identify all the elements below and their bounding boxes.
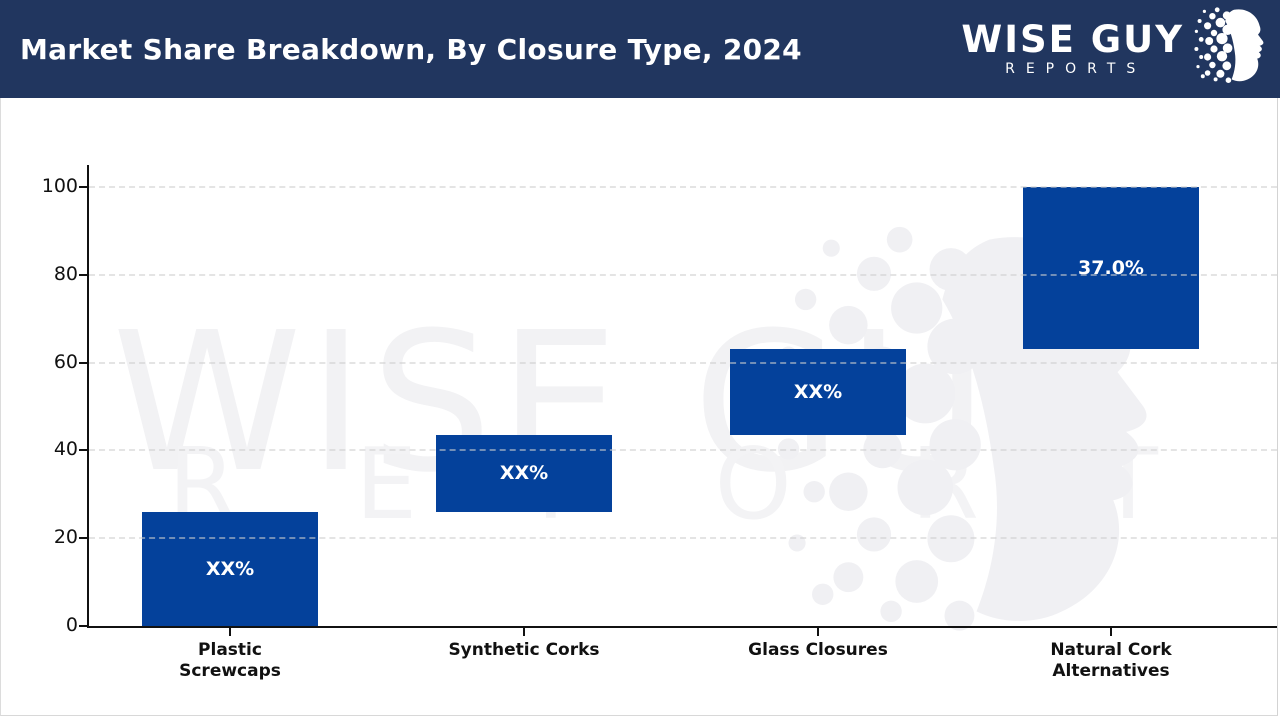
bar-value-label: XX%: [793, 381, 843, 404]
x-tick-mark: [1110, 628, 1112, 636]
gridline: [89, 186, 1277, 188]
chart-title: Market Share Breakdown, By Closure Type,…: [20, 32, 802, 66]
y-tick-label: 0: [65, 614, 78, 636]
logo-wordmark-line1: WISE GUY: [961, 18, 1184, 61]
y-tick-label: 40: [53, 438, 78, 461]
y-axis: [87, 165, 89, 628]
x-tick-label: Glass Closures: [748, 640, 888, 660]
y-tick-mark: [79, 361, 87, 364]
x-tick-label: Natural Cork Alternatives: [1050, 640, 1172, 682]
x-axis: [87, 626, 1278, 628]
logo-wordmark-line2: REPORTS: [1005, 61, 1147, 77]
gridline: [89, 273, 1277, 276]
gridline: [89, 449, 1277, 452]
x-tick-mark: [817, 628, 819, 636]
logo-wordmark: WISE GUY REPORTS: [961, 21, 1184, 77]
y-tick-mark: [79, 186, 87, 188]
y-tick-mark: [79, 625, 87, 627]
bar-value-label: 37.0%: [1078, 257, 1144, 280]
bar: XX%: [730, 349, 906, 436]
y-tick-label: 100: [41, 175, 78, 197]
x-tick-label: Synthetic Corks: [448, 640, 600, 660]
bar-value-label: XX%: [205, 557, 255, 580]
gridline: [89, 537, 1277, 540]
x-tick-label: Plastic Screwcaps: [179, 640, 281, 682]
y-tick-label: 60: [53, 350, 78, 373]
y-tick-label: 20: [53, 526, 78, 549]
header: Market Share Breakdown, By Closure Type,…: [0, 0, 1280, 98]
gridline: [89, 361, 1277, 364]
y-tick-mark: [79, 537, 87, 540]
logo-head-icon: [1194, 7, 1264, 83]
y-tick-mark: [79, 273, 87, 276]
bar: XX%: [142, 511, 318, 626]
bar: 37.0%: [1023, 187, 1199, 350]
bar-value-label: XX%: [499, 462, 549, 485]
x-tick-mark: [523, 628, 525, 636]
x-tick-mark: [229, 628, 231, 636]
bar: XX%: [436, 435, 612, 512]
wiseguy-logo: WISE GUY REPORTS: [961, 5, 1272, 93]
y-tick-label: 80: [53, 262, 78, 285]
y-tick-mark: [79, 449, 87, 452]
